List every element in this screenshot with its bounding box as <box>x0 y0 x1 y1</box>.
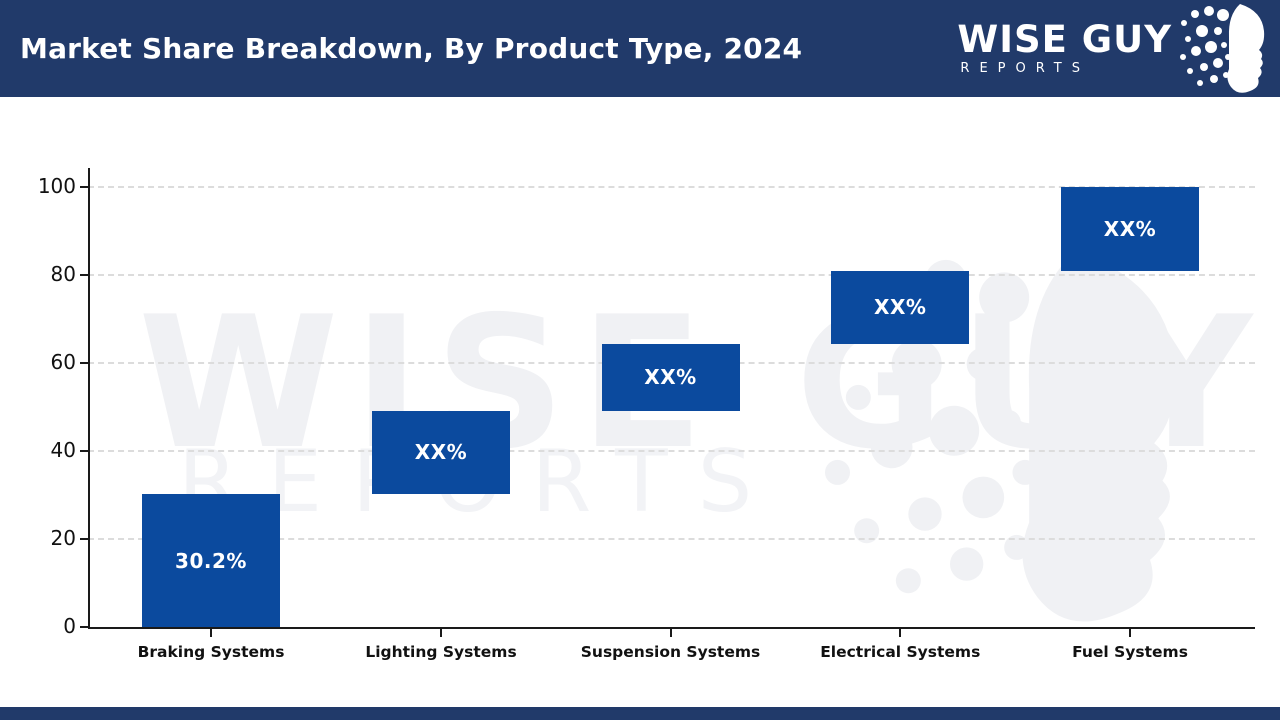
y-tick-label: 20 <box>50 526 76 550</box>
y-gridline <box>88 274 1255 276</box>
waterfall-bar: XX% <box>601 343 740 411</box>
x-category-label: Braking Systems <box>137 643 285 661</box>
waterfall-bar: 30.2% <box>142 494 280 627</box>
logo-subtitle: REPORTS <box>960 61 1091 76</box>
x-tick <box>440 629 442 637</box>
y-tick-label: 60 <box>50 350 76 374</box>
bar-value-label: XX% <box>1103 216 1157 241</box>
waterfall-bar: XX% <box>372 410 510 495</box>
x-tick <box>1129 629 1131 637</box>
y-gridline <box>88 538 1255 540</box>
y-tick-label: 100 <box>37 174 76 198</box>
header-bar: Market Share Breakdown, By Product Type,… <box>0 0 1280 97</box>
y-tick-label: 40 <box>50 438 76 462</box>
x-axis-line <box>88 627 1255 629</box>
y-tick <box>80 450 88 452</box>
y-axis-line <box>88 168 90 629</box>
y-gridline <box>88 450 1255 452</box>
logo-wordmark: WISE GUY <box>957 18 1172 61</box>
x-category-label: Electrical Systems <box>820 643 981 661</box>
y-tick <box>80 186 88 188</box>
bar-value-label: 30.2% <box>175 548 247 573</box>
x-category-label: Fuel Systems <box>1072 643 1188 661</box>
x-tick <box>210 629 212 637</box>
y-gridline <box>88 186 1255 188</box>
y-tick <box>80 274 88 276</box>
footer-bar <box>0 707 1280 720</box>
logo-face-icon <box>1180 4 1265 93</box>
brand-logo: WISE GUY REPORTS <box>957 0 1270 97</box>
x-tick <box>899 629 902 637</box>
x-category-label: Lighting Systems <box>365 643 517 661</box>
y-tick <box>80 626 88 628</box>
waterfall-bar: XX% <box>1061 187 1199 271</box>
bar-value-label: XX% <box>874 295 927 320</box>
y-tick-label: 80 <box>50 262 76 286</box>
bar-value-label: XX% <box>414 440 468 465</box>
x-tick <box>669 629 672 637</box>
bar-value-label: XX% <box>644 365 697 390</box>
page-title: Market Share Breakdown, By Product Type,… <box>20 32 803 65</box>
brand-logo-text: WISE GUY REPORTS <box>957 21 1172 76</box>
x-category-label: Suspension Systems <box>580 643 761 661</box>
y-tick <box>80 362 88 364</box>
y-tick-label: 0 <box>63 614 76 638</box>
waterfall-chart: WISE GUY REPORTS 02040608010030.2%Brakin… <box>0 97 1280 707</box>
y-tick <box>80 538 88 540</box>
waterfall-bar: XX% <box>831 270 970 344</box>
